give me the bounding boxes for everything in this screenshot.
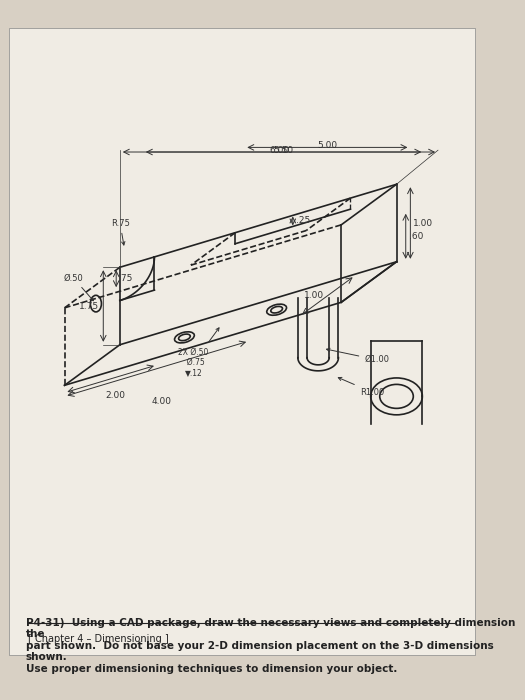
Text: Ø.50: Ø.50 <box>64 274 93 301</box>
FancyBboxPatch shape <box>9 27 475 654</box>
Text: 1.00: 1.00 <box>304 291 324 300</box>
Text: 4.00: 4.00 <box>151 397 171 406</box>
Text: 2.00: 2.00 <box>106 391 125 400</box>
Text: [ Chapter 4 – Dimensioning ]: [ Chapter 4 – Dimensioning ] <box>28 634 169 644</box>
Text: P4-31)  Using a CAD package, draw the necessary views and completely dimension t: P4-31) Using a CAD package, draw the nec… <box>26 617 515 674</box>
Text: R1.00: R1.00 <box>338 377 384 396</box>
Text: Ø1.00: Ø1.00 <box>327 349 389 364</box>
Text: .75: .75 <box>118 274 132 284</box>
Text: 5.00: 5.00 <box>317 141 338 150</box>
Text: .60: .60 <box>408 232 423 241</box>
Text: 2X Ø.50
  Ø.75
▼.12: 2X Ø.50 Ø.75 ▼.12 <box>178 328 219 377</box>
Text: .25: .25 <box>296 216 310 225</box>
Text: 1.75: 1.75 <box>79 302 99 311</box>
Text: 5.50: 5.50 <box>274 146 293 155</box>
Text: R.75: R.75 <box>111 219 130 245</box>
Text: 6.00: 6.00 <box>269 146 289 155</box>
Text: 1.00: 1.00 <box>413 218 433 228</box>
